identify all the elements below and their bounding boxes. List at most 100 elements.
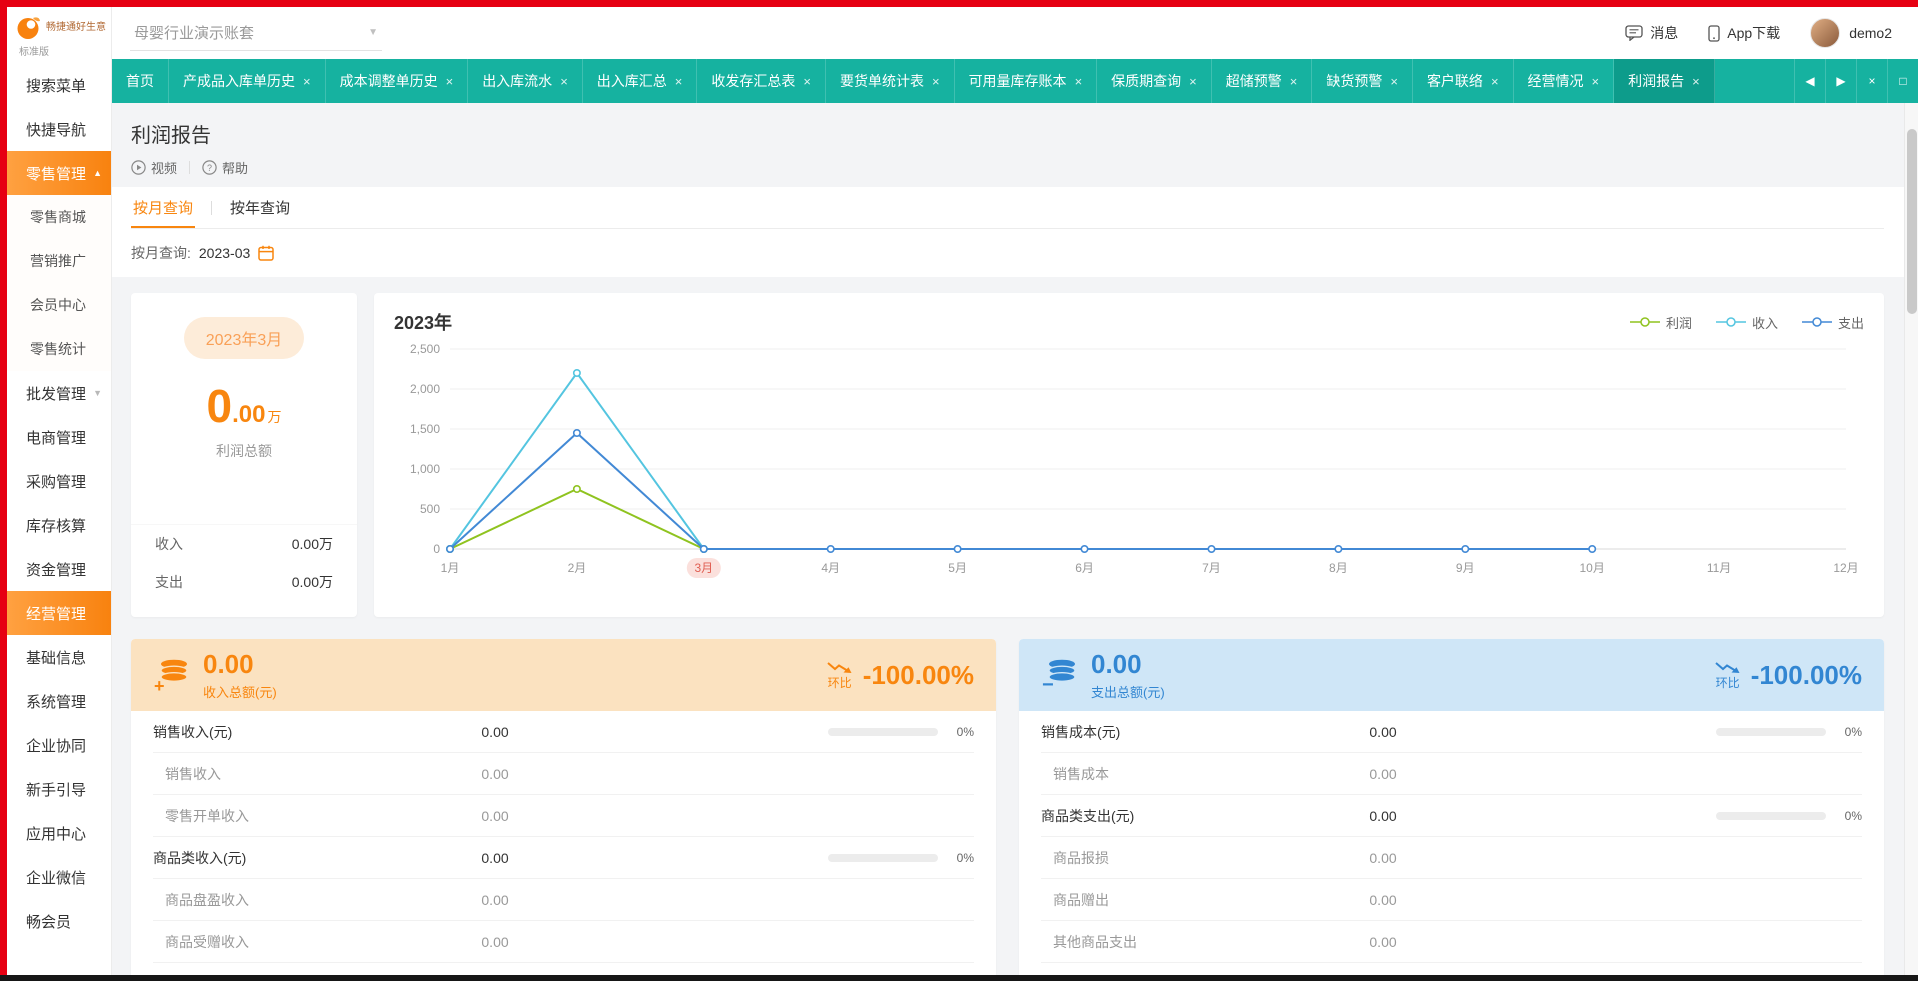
svg-text:6月: 6月 [1075,561,1094,575]
summary-row-label: 收入 [155,536,183,552]
tab-list: 首页 产成品入库单历史 × 成本调整单历史 × 出入库流水 × 出入库汇总 × 收发存汇总表 × 要货… [112,59,1794,103]
sidebar-item-label: 企业微信 [26,869,87,887]
close-icon[interactable]: × [303,73,311,89]
stat-row: 商品报损 0.00 [1041,837,1862,879]
sidebar-item-purchase-management[interactable]: 采购管理 [7,459,111,503]
tab-overstock-alert[interactable]: 超储预警 × [1212,59,1313,103]
messages-button[interactable]: 消息 [1625,23,1678,43]
close-icon[interactable]: × [445,73,454,89]
sidebar-item-chang-member[interactable]: 畅会员 [7,899,111,943]
profit-total: 0 .00 万 [207,379,282,433]
sidebar-item-retail-stats[interactable]: 零售统计 [7,327,111,371]
close-icon[interactable]: × [674,73,683,89]
tab-demand-order-stats[interactable]: 要货单统计表 × [826,59,955,103]
tab-available-stock-ledger[interactable]: 可用量库存账本 × [955,59,1098,103]
sidebar-item-wecom[interactable]: 企业微信 [7,855,111,899]
tab-inout-flow[interactable]: 出入库流水 × [468,59,583,103]
sidebar-item-beginner-guide[interactable]: 新手引导 [7,767,111,811]
brand-name: 畅捷通好生意 [46,22,106,33]
sidebar-item-app-center[interactable]: 应用中心 [7,811,111,855]
tab-shelf-life-query[interactable]: 保质期查询 × [1097,59,1212,103]
stat-row: 销售成本 0.00 [1041,753,1862,795]
sidebar-item-wholesale-management[interactable]: 批发管理 ▼ [7,371,111,415]
sidebar-item-inventory-accounting[interactable]: 库存核算 [7,503,111,547]
sidebar-item-enterprise-collab[interactable]: 企业协同 [7,723,111,767]
close-icon[interactable]: × [1591,73,1600,89]
vertical-scrollbar[interactable] [1904,103,1918,975]
tab-product-inbound-history[interactable]: 产成品入库单历史 × [169,59,326,103]
coins-plus-icon: + [154,659,188,694]
sidebar-item-system-management[interactable]: 系统管理 [7,679,111,723]
close-icon[interactable]: × [1289,73,1298,89]
scrollbar-thumb[interactable] [1907,129,1917,314]
sidebar-item-label: 电商管理 [26,429,87,447]
sidebar-item-label: 库存核算 [26,517,87,535]
page-links: 视频 ? 帮助 [131,158,1884,177]
svg-text:2月: 2月 [568,561,587,575]
income-ratio-label: 环比 [827,675,852,690]
tabbar-close-tabs-icon[interactable]: × [1856,59,1887,103]
legend-item-profit[interactable]: 利润 [1629,313,1692,332]
tab-customer-contact[interactable]: 客户联络 × [1413,59,1514,103]
query-tab-by-year[interactable]: 按年查询 [230,200,291,217]
income-total: 0.00 [203,649,254,679]
tab-cost-adjust-history[interactable]: 成本调整单历史 × [326,59,469,103]
tabbar-fullscreen-icon[interactable]: □ [1887,59,1918,103]
sidebar-item-retail-management[interactable]: 零售管理 ▲ [7,151,111,195]
percent-label: 0% [1844,808,1862,823]
sidebar-item-business-management[interactable]: 经营管理 [7,591,111,635]
profit-total-unit: 万 [267,409,282,425]
calendar-icon[interactable] [258,245,275,261]
expense-card: − 0.00 支出总额(元) [1019,639,1884,975]
close-icon[interactable]: × [931,73,940,89]
tab-business-status[interactable]: 经营情况 × [1514,59,1615,103]
close-icon[interactable]: × [1692,73,1700,89]
chevron-up-icon: ▲ [93,168,102,178]
period-badge: 2023年3月 [183,317,305,359]
chart-legend: 利润 收入 支出 [1629,313,1864,332]
tabbar-scroll-right-icon[interactable]: ▶ [1825,59,1856,103]
user-menu[interactable]: demo2 [1810,18,1892,48]
stat-row: 其他商品支出 0.00 [1041,921,1862,963]
tabbar-scroll-left-icon[interactable]: ◀ [1794,59,1825,103]
top-header: 母婴行业演示账套 ▼ 消息 [112,7,1918,59]
close-icon[interactable]: × [1490,73,1499,89]
stat-row-value: 0.00 [481,891,509,908]
close-icon[interactable]: × [1189,73,1197,89]
tab-home[interactable]: 首页 [112,59,169,103]
expense-total-label: 支出总额(元) [1091,685,1165,700]
help-link[interactable]: ? 帮助 [202,158,248,177]
sidebar-item-ecommerce-management[interactable]: 电商管理 [7,415,111,459]
stat-row: 商品类收入(元) 0.00 0% [153,837,974,879]
legend-item-income[interactable]: 收入 [1715,313,1778,332]
tab-controls: ◀ ▶ × □ [1794,59,1918,103]
sidebar-item-retail-mall[interactable]: 零售商城 [7,195,111,239]
sidebar-item-quick-nav[interactable]: 快捷导航 [7,107,111,151]
sidebar-item-basic-info[interactable]: 基础信息 [7,635,111,679]
sidebar-menu: 搜索菜单快捷导航零售管理 ▲ 零售商城 营销推广 会员中心 零售统计 批发管理 ▼ 电商管理采购… [7,63,111,975]
tab-inout-summary[interactable]: 出入库汇总 × [583,59,698,103]
close-icon[interactable]: × [1074,73,1083,89]
sidebar-item-funds-management[interactable]: 资金管理 [7,547,111,591]
account-select[interactable]: 母婴行业演示账套 ▼ [130,15,382,51]
summary-rows: 收入 0.00万 支出 0.00万 [131,524,357,617]
tab-recv-send-summary[interactable]: 收发存汇总表 × [697,59,826,103]
stat-row-value: 0.00 [481,807,509,824]
tab-shortage-alert[interactable]: 缺货预警 × [1312,59,1413,103]
sidebar-item-search-menu[interactable]: 搜索菜单 [7,63,111,107]
close-icon[interactable]: × [1390,73,1398,89]
video-link[interactable]: 视频 [131,158,177,177]
sidebar-item-label: 零售管理 [26,165,87,183]
sidebar-item-member-center[interactable]: 会员中心 [7,283,111,327]
close-icon[interactable]: × [803,73,811,89]
close-icon[interactable]: × [560,73,568,89]
tab-profit-report[interactable]: 利润报告 × [1614,59,1715,103]
summary-row-value: 0.00万 [291,536,333,552]
sidebar-item-label: 快捷导航 [26,121,87,139]
query-panel: 按月查询 按年查询 按月查询: 2023-03 [112,187,1918,277]
app-download-button[interactable]: App下载 [1708,23,1780,43]
svg-text:?: ? [207,163,212,173]
query-tab-by-month[interactable]: 按月查询 [131,187,196,228]
legend-item-expense[interactable]: 支出 [1801,313,1864,332]
sidebar-item-marketing-promo[interactable]: 营销推广 [7,239,111,283]
